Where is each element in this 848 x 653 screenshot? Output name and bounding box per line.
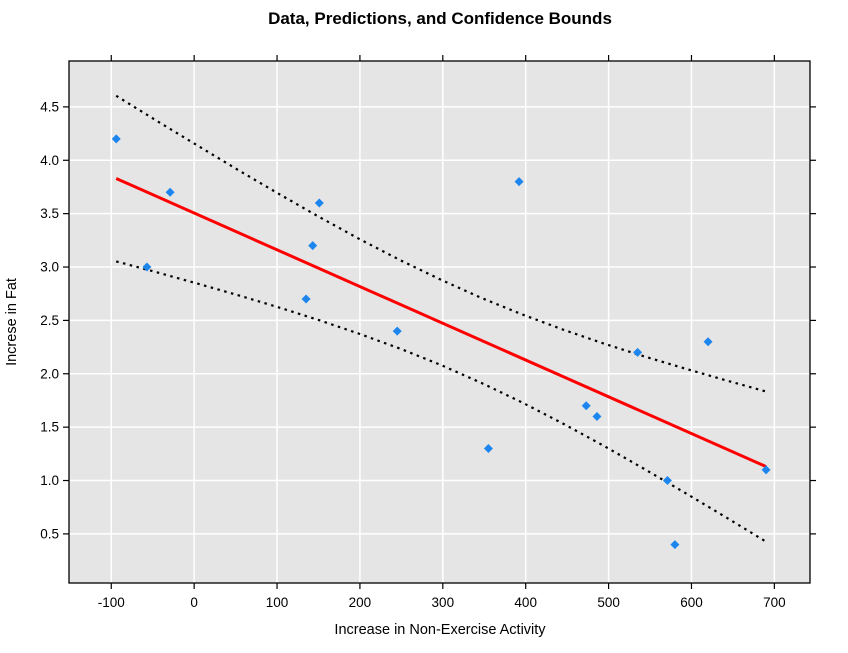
data-point <box>483 443 493 453</box>
data-point <box>165 187 175 197</box>
y-tick-label: 2.0 <box>40 366 59 381</box>
y-tick-label: 2.5 <box>40 313 59 328</box>
chart-title: Data, Predictions, and Confidence Bounds <box>268 9 612 28</box>
data-point <box>703 337 713 347</box>
data-point <box>111 134 121 144</box>
data-point <box>633 347 643 357</box>
x-axis-label: Increase in Non-Exercise Activity <box>334 622 546 638</box>
y-tick-label: 3.0 <box>40 260 59 275</box>
y-tick-label: 4.0 <box>40 153 59 168</box>
data-point <box>592 411 602 421</box>
x-tick-label: 300 <box>432 595 455 610</box>
x-tick-label: 200 <box>349 595 372 610</box>
plot-layer: -100 0 100 200 300 400 500 600 700 0.5 1.0 1.5 2.0 2.… <box>40 55 816 610</box>
x-tick-label: 0 <box>190 595 198 610</box>
data-point <box>392 326 402 336</box>
data-point <box>301 294 311 304</box>
data-point <box>314 198 324 208</box>
lower-confidence-bound <box>115 260 767 543</box>
y-tick-label: 4.5 <box>40 99 59 114</box>
data-point <box>670 540 680 550</box>
data-point <box>662 476 672 486</box>
plot-border <box>68 60 811 584</box>
data-point <box>514 177 524 187</box>
x-tick-label: 600 <box>680 595 703 610</box>
data-point <box>142 262 152 272</box>
x-tick-label: 700 <box>763 595 786 610</box>
x-tick-label: 100 <box>266 595 289 610</box>
data-point <box>581 401 591 411</box>
y-tick-label: 1.0 <box>40 473 59 488</box>
x-tick-label: -100 <box>98 595 125 610</box>
data-point <box>308 241 318 251</box>
x-tick-label: 500 <box>597 595 620 610</box>
upper-confidence-bound <box>115 94 767 393</box>
regression-line <box>115 177 767 468</box>
y-axis-label: Increse in Fat <box>4 278 20 366</box>
y-tick-label: 0.5 <box>40 526 59 541</box>
y-tick-label: 1.5 <box>40 420 59 435</box>
y-tick-label: 3.5 <box>40 206 59 221</box>
data-point <box>761 465 771 475</box>
x-tick-label: 400 <box>514 595 537 610</box>
